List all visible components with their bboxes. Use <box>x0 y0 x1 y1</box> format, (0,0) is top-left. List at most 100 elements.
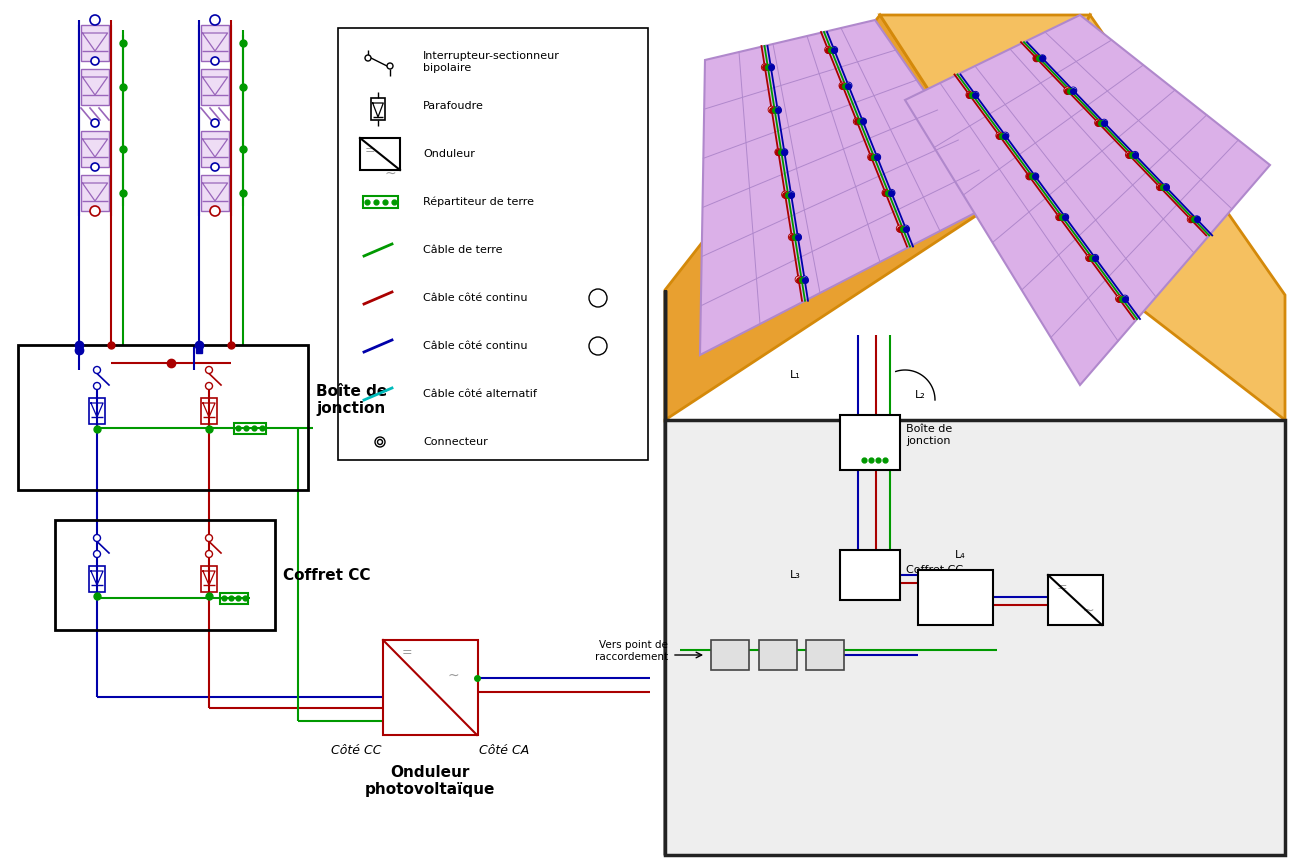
Text: Câble côté alternatif: Câble côté alternatif <box>422 389 537 399</box>
Circle shape <box>1026 173 1033 180</box>
Polygon shape <box>700 20 1000 355</box>
Text: Connecteur: Connecteur <box>422 437 488 447</box>
Text: +: + <box>593 292 604 304</box>
Circle shape <box>1056 214 1063 221</box>
Circle shape <box>762 64 768 71</box>
Text: Boîte de
jonction: Boîte de jonction <box>906 424 952 445</box>
Circle shape <box>211 57 219 65</box>
Circle shape <box>1001 132 1009 139</box>
Circle shape <box>1121 295 1128 302</box>
Circle shape <box>996 132 1003 139</box>
Circle shape <box>210 206 220 216</box>
Text: Coffret CC: Coffret CC <box>283 567 370 582</box>
Bar <box>861 456 889 465</box>
Polygon shape <box>905 15 1270 385</box>
Circle shape <box>90 206 100 216</box>
Text: −: − <box>592 339 604 353</box>
Text: =: = <box>402 646 412 659</box>
Circle shape <box>1187 215 1194 223</box>
Circle shape <box>94 550 100 558</box>
Bar <box>1048 575 1103 625</box>
Circle shape <box>206 550 213 558</box>
Circle shape <box>838 82 846 89</box>
Text: Vers point de
raccordement: Vers point de raccordement <box>595 640 668 662</box>
Bar <box>81 25 110 61</box>
Circle shape <box>775 149 782 156</box>
Bar <box>852 562 865 582</box>
Text: Câble de terre: Câble de terre <box>422 245 502 255</box>
Text: L₄: L₄ <box>955 550 966 560</box>
Text: Câble côté continu: Câble côté continu <box>422 293 528 303</box>
Bar <box>383 640 479 735</box>
Text: (disjoncteur 100): (disjoncteur 100) <box>919 601 991 611</box>
Polygon shape <box>665 15 1000 420</box>
Circle shape <box>90 15 100 25</box>
Circle shape <box>794 234 802 240</box>
Circle shape <box>211 119 219 127</box>
Circle shape <box>94 535 100 541</box>
Circle shape <box>376 437 385 447</box>
Circle shape <box>1101 119 1107 126</box>
Bar <box>201 131 230 167</box>
Circle shape <box>91 163 99 171</box>
Circle shape <box>1157 183 1163 190</box>
Circle shape <box>377 439 382 445</box>
Circle shape <box>206 382 213 389</box>
Circle shape <box>589 289 606 307</box>
Circle shape <box>888 189 895 196</box>
Circle shape <box>1115 295 1123 302</box>
Polygon shape <box>880 15 1090 200</box>
Circle shape <box>845 82 852 89</box>
Polygon shape <box>1000 15 1284 420</box>
Text: Côté CC: Côté CC <box>330 744 381 757</box>
Circle shape <box>1162 183 1170 190</box>
Circle shape <box>387 63 393 69</box>
Text: L₃: L₃ <box>790 570 801 580</box>
Circle shape <box>789 234 795 240</box>
Bar <box>201 566 216 592</box>
Polygon shape <box>665 420 1284 855</box>
Circle shape <box>874 154 880 161</box>
Circle shape <box>1033 54 1039 61</box>
Circle shape <box>94 367 100 374</box>
Circle shape <box>91 119 99 127</box>
Circle shape <box>1031 173 1039 180</box>
Bar <box>201 69 230 105</box>
Circle shape <box>768 106 775 113</box>
Circle shape <box>1125 151 1133 158</box>
Bar <box>81 69 110 105</box>
Circle shape <box>824 47 832 54</box>
Circle shape <box>206 367 213 374</box>
Bar <box>372 98 385 120</box>
Circle shape <box>1061 214 1069 221</box>
Circle shape <box>210 15 220 25</box>
Text: Répartiteur de terre: Répartiteur de terre <box>422 196 535 208</box>
Circle shape <box>91 57 99 65</box>
Bar <box>840 415 900 470</box>
Bar <box>918 570 994 625</box>
Circle shape <box>1069 87 1077 94</box>
Circle shape <box>1064 87 1071 94</box>
Bar <box>89 398 106 424</box>
Text: Onduleur
photovoltaïque: Onduleur photovoltaïque <box>365 765 496 798</box>
Circle shape <box>589 337 606 355</box>
Circle shape <box>1039 54 1046 61</box>
Bar <box>360 138 400 170</box>
Circle shape <box>775 106 781 113</box>
Circle shape <box>206 535 213 541</box>
Text: Parafoudre: Parafoudre <box>422 101 484 111</box>
Circle shape <box>788 191 794 198</box>
Circle shape <box>902 225 909 232</box>
Bar <box>338 28 648 460</box>
Text: ~: ~ <box>447 669 459 683</box>
Circle shape <box>1094 119 1102 126</box>
Circle shape <box>966 92 973 99</box>
Text: Côté CA: Côté CA <box>479 744 529 757</box>
Circle shape <box>767 64 775 71</box>
Circle shape <box>1086 254 1093 261</box>
Bar <box>870 562 883 582</box>
Circle shape <box>1193 215 1200 223</box>
Circle shape <box>859 118 866 125</box>
Bar <box>870 429 883 449</box>
Text: kWh: kWh <box>767 650 789 660</box>
